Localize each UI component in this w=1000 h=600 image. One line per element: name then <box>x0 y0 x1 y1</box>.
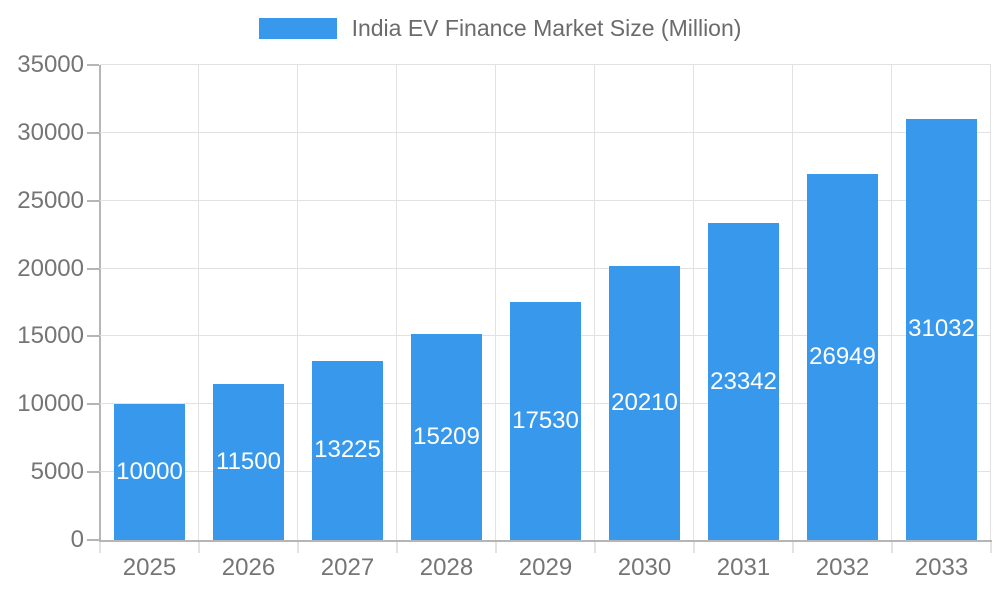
legend-label: India EV Finance Market Size (Million) <box>351 15 742 41</box>
x-axis-tick <box>297 542 299 553</box>
y-axis-tick-label: 15000 <box>17 322 84 350</box>
x-axis-tick-label: 2030 <box>617 554 672 581</box>
y-axis-tick <box>87 335 99 338</box>
bar-2026: 11500 <box>213 383 284 540</box>
x-axis-tick-label: 2028 <box>419 554 474 581</box>
x-axis-tick <box>891 542 893 553</box>
y-axis-tick <box>87 403 99 406</box>
bar-value-label: 10000 <box>116 458 183 486</box>
bar-2027: 13225 <box>312 360 383 540</box>
x-axis-tick <box>396 542 398 553</box>
x-axis-tick-label: 2027 <box>320 554 375 581</box>
bar-2025: 10000 <box>114 404 185 540</box>
y-axis-tick <box>87 267 99 270</box>
x-axis-tick <box>693 542 695 553</box>
y-axis-tick-label: 25000 <box>17 186 84 214</box>
h-gridline <box>100 131 991 133</box>
bar-2033: 31032 <box>906 118 977 540</box>
y-axis-tick-label: 30000 <box>17 118 84 146</box>
bar-value-label: 17530 <box>512 407 579 435</box>
y-axis-tick-label: 10000 <box>17 390 84 418</box>
bar-2031: 23342 <box>708 223 779 540</box>
bar-2029: 17530 <box>510 302 581 540</box>
x-axis-tick <box>198 542 200 553</box>
bar-value-label: 15209 <box>413 422 480 450</box>
y-axis-tick-label: 20000 <box>17 254 84 282</box>
bar-value-label: 26949 <box>809 343 876 371</box>
x-axis-tick <box>495 542 497 553</box>
v-gridline <box>792 65 793 540</box>
x-axis-tick <box>594 542 596 553</box>
y-axis-tick <box>87 539 99 541</box>
y-axis-tick-label: 35000 <box>17 51 84 78</box>
h-gridline <box>100 267 991 269</box>
bar-2028: 15209 <box>411 333 482 540</box>
chart-legend: India EV Finance Market Size (Million) <box>0 14 1000 42</box>
x-axis-tick <box>99 542 101 553</box>
y-axis-tick <box>87 471 99 474</box>
v-gridline <box>495 65 496 540</box>
x-axis-line <box>99 540 992 542</box>
y-axis-tick-label: 5000 <box>30 458 84 486</box>
y-axis-tick <box>87 131 99 134</box>
bar-2030: 20210 <box>609 265 680 540</box>
bar-value-label: 23342 <box>710 367 777 395</box>
v-gridline <box>594 65 595 540</box>
v-gridline <box>990 65 991 540</box>
x-axis-tick-label: 2026 <box>221 554 276 581</box>
legend-swatch-icon <box>258 17 337 39</box>
bar-2032: 26949 <box>807 174 878 540</box>
y-axis-line <box>99 65 101 542</box>
y-axis-tick <box>87 199 99 202</box>
bar-value-label: 13225 <box>314 436 381 464</box>
h-gridline <box>100 64 991 65</box>
bar-value-label: 31032 <box>908 315 975 343</box>
x-axis-tick <box>990 542 992 553</box>
x-axis-tick <box>792 542 794 553</box>
y-axis-tick-label: 0 <box>70 526 84 553</box>
y-axis-tick <box>87 64 99 66</box>
x-axis-tick-label: 2025 <box>122 554 177 581</box>
h-gridline <box>100 199 991 201</box>
v-gridline <box>693 65 694 540</box>
v-gridline <box>396 65 397 540</box>
x-axis-tick-label: 2031 <box>716 554 771 581</box>
v-gridline <box>297 65 298 540</box>
x-axis-tick-label: 2033 <box>914 554 969 581</box>
bar-value-label: 11500 <box>216 447 281 475</box>
plot-area: 10000 11500 13225 15209 17530 20210 23342 26949… <box>100 64 991 540</box>
bar-value-label: 20210 <box>611 388 678 416</box>
v-gridline <box>891 65 892 540</box>
v-gridline <box>198 65 199 540</box>
x-axis-tick-label: 2032 <box>815 554 870 581</box>
x-axis-tick-label: 2029 <box>518 554 573 581</box>
